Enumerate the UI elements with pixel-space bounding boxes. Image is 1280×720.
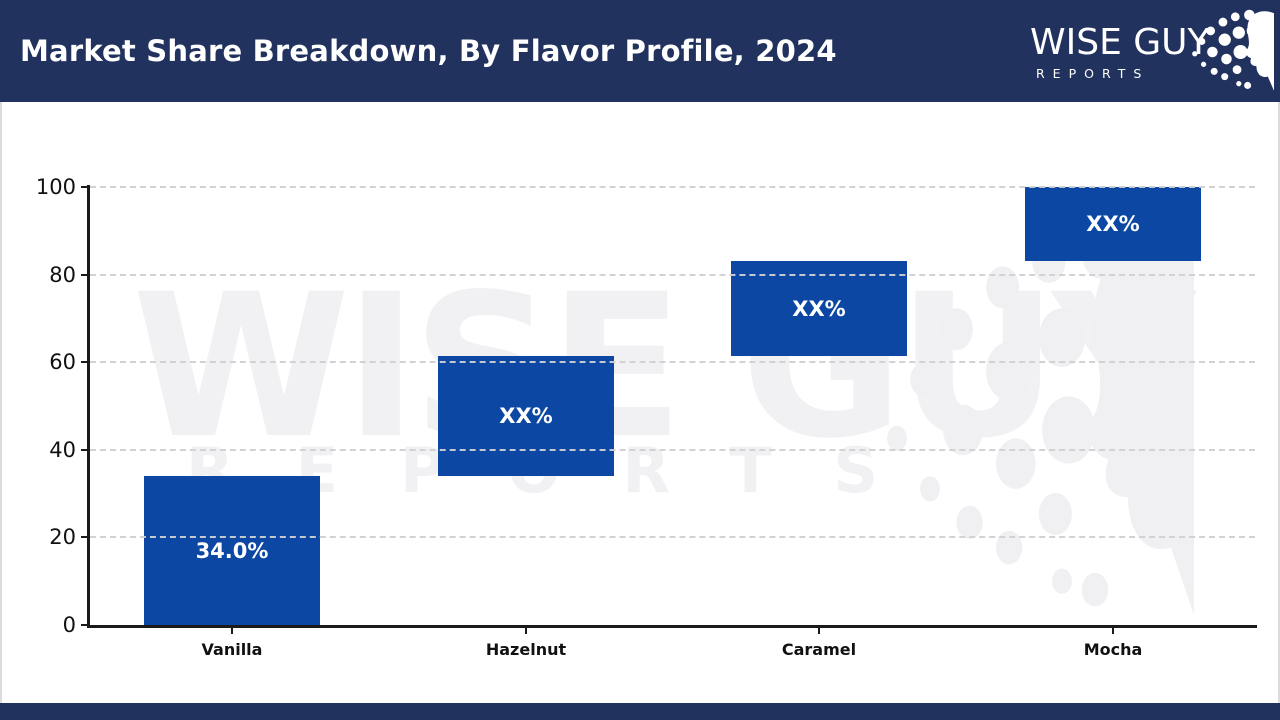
watermark-face-icon — [887, 228, 1194, 615]
y-axis-tick — [81, 536, 90, 539]
y-tick-label: 20 — [49, 525, 76, 550]
bar-value-label: XX% — [499, 403, 553, 428]
gridline-40 — [90, 448, 1255, 451]
x-tick-label: Mocha — [1083, 640, 1143, 659]
gridline-100 — [90, 186, 1255, 188]
y-axis-tick — [81, 186, 90, 188]
y-tick-label: 60 — [49, 350, 76, 375]
y-axis-tick — [81, 361, 90, 364]
x-axis-tick — [231, 628, 233, 634]
gridline-80 — [90, 273, 1255, 276]
y-tick-label: 0 — [62, 613, 76, 637]
x-axis-tick — [525, 628, 527, 634]
chart-area: WISE GUY REPORTS 02040608010034.0%Vanill… — [0, 102, 1280, 703]
bar-value-label: XX% — [1086, 212, 1140, 237]
x-axis-tick — [1112, 628, 1114, 634]
brand-logo: WISE GUY REPORTS — [996, 6, 1274, 98]
gridline-60 — [90, 361, 1255, 364]
bar-value-label: 34.0% — [195, 538, 269, 563]
gridline-20 — [90, 536, 1255, 539]
logo-subtext: REPORTS — [1036, 66, 1150, 81]
y-tick-label: 100 — [35, 175, 76, 199]
bar-caramel: XX% — [731, 261, 907, 356]
logo-face-icon — [1192, 9, 1274, 91]
bar-hazelnut: XX% — [438, 355, 614, 477]
logo-wordmark: WISE GUY — [1030, 22, 1210, 63]
bar-value-label: XX% — [792, 296, 846, 321]
y-tick-label: 40 — [49, 437, 76, 462]
y-axis-tick — [81, 273, 90, 276]
y-axis-tick — [81, 448, 90, 451]
x-axis-line — [87, 625, 1257, 628]
y-tick-label: 80 — [49, 262, 76, 287]
x-tick-label: Hazelnut — [485, 640, 567, 659]
y-axis-tick — [81, 624, 90, 626]
bar-vanilla: 34.0% — [144, 476, 320, 625]
header-bar: Market Share Breakdown, By Flavor Profil… — [0, 0, 1280, 102]
x-tick-label: Caramel — [781, 640, 857, 659]
footer-bar — [0, 703, 1280, 720]
y-axis-line — [87, 185, 90, 628]
bar-mocha: XX% — [1025, 187, 1201, 262]
page-title: Market Share Breakdown, By Flavor Profil… — [20, 34, 837, 68]
x-axis-tick — [818, 628, 820, 634]
x-tick-label: Vanilla — [201, 640, 263, 659]
